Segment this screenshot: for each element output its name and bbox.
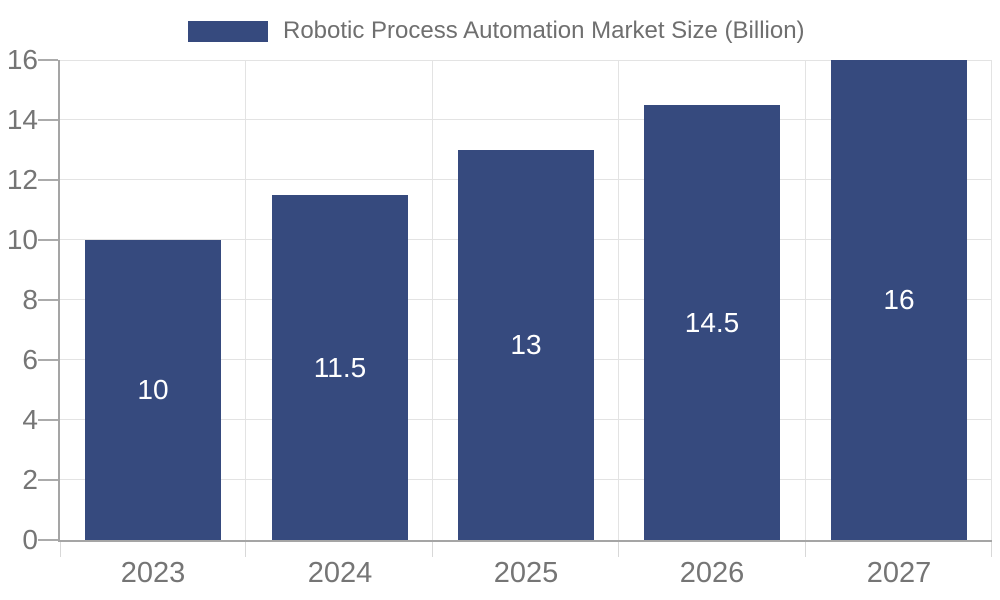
plot-area: 10 11.5 13 14.5 16	[38, 59, 992, 557]
y-tick-mark	[38, 59, 58, 61]
x-tick-mark	[245, 542, 246, 557]
bar-value-label: 13	[510, 329, 542, 360]
y-tick-mark	[38, 299, 58, 301]
gridline-vertical	[618, 60, 619, 540]
y-axis-line	[58, 60, 60, 542]
bar-value-label: 16	[883, 284, 915, 315]
y-tick-mark	[38, 479, 58, 481]
y-tick-mark	[38, 359, 58, 361]
bar-2027[interactable]: 16	[831, 60, 967, 540]
bar-value-label: 11.5	[313, 351, 367, 383]
gridline-horizontal	[60, 119, 992, 120]
y-tick-label: 8	[22, 284, 38, 315]
y-tick-label: 12	[6, 164, 38, 195]
gridline-vertical	[432, 60, 433, 540]
y-tick-mark	[38, 179, 58, 181]
legend[interactable]: Robotic Process Automation Market Size (…	[188, 17, 805, 45]
bar-2024[interactable]: 11.5	[272, 195, 408, 540]
y-tick-mark	[38, 419, 58, 421]
x-tick-mark	[60, 542, 61, 557]
x-tick-label-2026: 2026	[679, 557, 745, 589]
x-tick-label-2027: 2027	[866, 557, 932, 589]
bar-value-label: 14.5	[684, 306, 740, 338]
x-axis-line	[58, 540, 992, 542]
legend-label: Robotic Process Automation Market Size (…	[283, 17, 805, 44]
x-tick-mark	[805, 542, 806, 557]
y-tick-mark	[38, 239, 58, 241]
y-tick-label: 14	[6, 104, 38, 135]
gridline-horizontal	[60, 60, 992, 61]
y-tick-mark	[38, 119, 58, 121]
bar-value-label: 10	[137, 374, 169, 405]
gridline-vertical	[245, 60, 246, 540]
y-tick-label: 6	[22, 344, 38, 375]
x-tick-label-2025: 2025	[493, 557, 559, 589]
y-tick-label: 16	[6, 44, 38, 75]
y-tick-label: 10	[6, 224, 38, 255]
y-tick-label: 2	[22, 464, 38, 495]
gridline-vertical	[991, 60, 992, 540]
x-tick-mark	[432, 542, 433, 557]
bar-2025[interactable]: 13	[458, 150, 594, 540]
legend-swatch	[188, 20, 268, 42]
gridline-vertical	[805, 60, 806, 540]
y-tick-label: 4	[22, 404, 38, 435]
x-tick-label-2023: 2023	[120, 557, 186, 589]
y-tick-label: 0	[22, 524, 38, 555]
x-tick-label-2024: 2024	[307, 557, 373, 589]
bar-2023[interactable]: 10	[85, 240, 221, 540]
x-tick-mark	[991, 542, 992, 557]
bar-2026[interactable]: 14.5	[644, 105, 780, 540]
y-tick-mark	[38, 539, 58, 541]
x-tick-mark	[618, 542, 619, 557]
